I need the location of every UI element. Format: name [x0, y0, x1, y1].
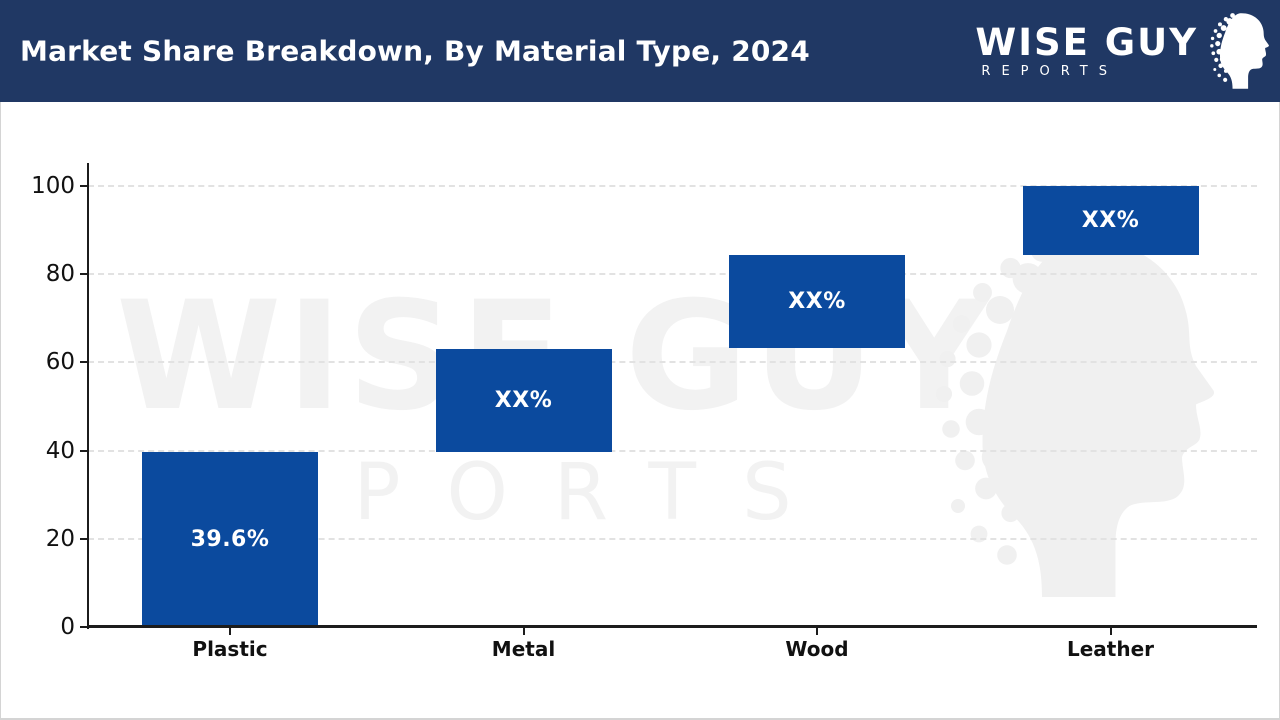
y-tick-label-0: 0 [60, 614, 75, 640]
x-tick-mark-wood [816, 628, 818, 635]
x-tick-label-metal: Metal [491, 637, 556, 661]
frame-border-left [0, 102, 1, 720]
gridline-100 [88, 185, 1257, 187]
bar-value-label-leather: XX% [1081, 208, 1140, 234]
gridline-60 [88, 361, 1257, 364]
y-tick-label-20: 20 [45, 525, 75, 552]
y-tick-label-100: 100 [31, 173, 75, 199]
logo-text: WISE GUY REPORTS [975, 24, 1198, 79]
bar-leather: XX% [1022, 186, 1199, 256]
header-banner: Market Share Breakdown, By Material Type… [0, 0, 1280, 102]
x-tick-label-leather: Leather [1066, 637, 1155, 661]
y-tick-label-80: 80 [45, 261, 75, 288]
x-tick-mark-leather [1109, 628, 1112, 635]
logo-subtext: REPORTS [981, 63, 1119, 79]
y-axis-spine [87, 163, 89, 629]
x-tick-label-plastic: Plastic [192, 637, 268, 661]
y-tick-mark-100 [80, 185, 88, 187]
gridline-20 [88, 537, 1257, 540]
bar-value-label-plastic: 39.6% [190, 527, 270, 553]
logo-face-icon [1210, 13, 1269, 89]
x-tick-mark-plastic [229, 628, 231, 635]
y-tick-mark-60 [80, 361, 88, 364]
y-tick-mark-80 [80, 273, 88, 276]
x-axis-line [87, 625, 1257, 628]
wiseguy-logo: WISE GUY REPORTS [975, 0, 1274, 102]
y-tick-label-60: 60 [45, 349, 75, 376]
bar-value-label-wood: XX% [788, 288, 846, 314]
watermark-face-icon [935, 239, 1215, 598]
y-tick-mark-20 [80, 537, 88, 540]
gridline-80 [88, 273, 1257, 276]
logo-wordmark: WISE GUY [975, 20, 1198, 64]
y-tick-label-40: 40 [45, 437, 75, 464]
y-tick-mark-0 [80, 626, 88, 628]
y-tick-mark-40 [80, 449, 88, 452]
x-tick-label-wood: Wood [785, 637, 849, 661]
gridline-40 [88, 449, 1257, 452]
x-tick-mark-metal [522, 628, 525, 635]
bar-wood: XX% [729, 254, 905, 348]
frame-border-bottom [0, 718, 1280, 720]
bar-metal: XX% [435, 348, 612, 453]
bar-plastic: 39.6% [142, 452, 318, 627]
chart-title: Market Share Breakdown, By Material Type… [20, 34, 810, 68]
bar-value-label-metal: XX% [494, 388, 553, 414]
